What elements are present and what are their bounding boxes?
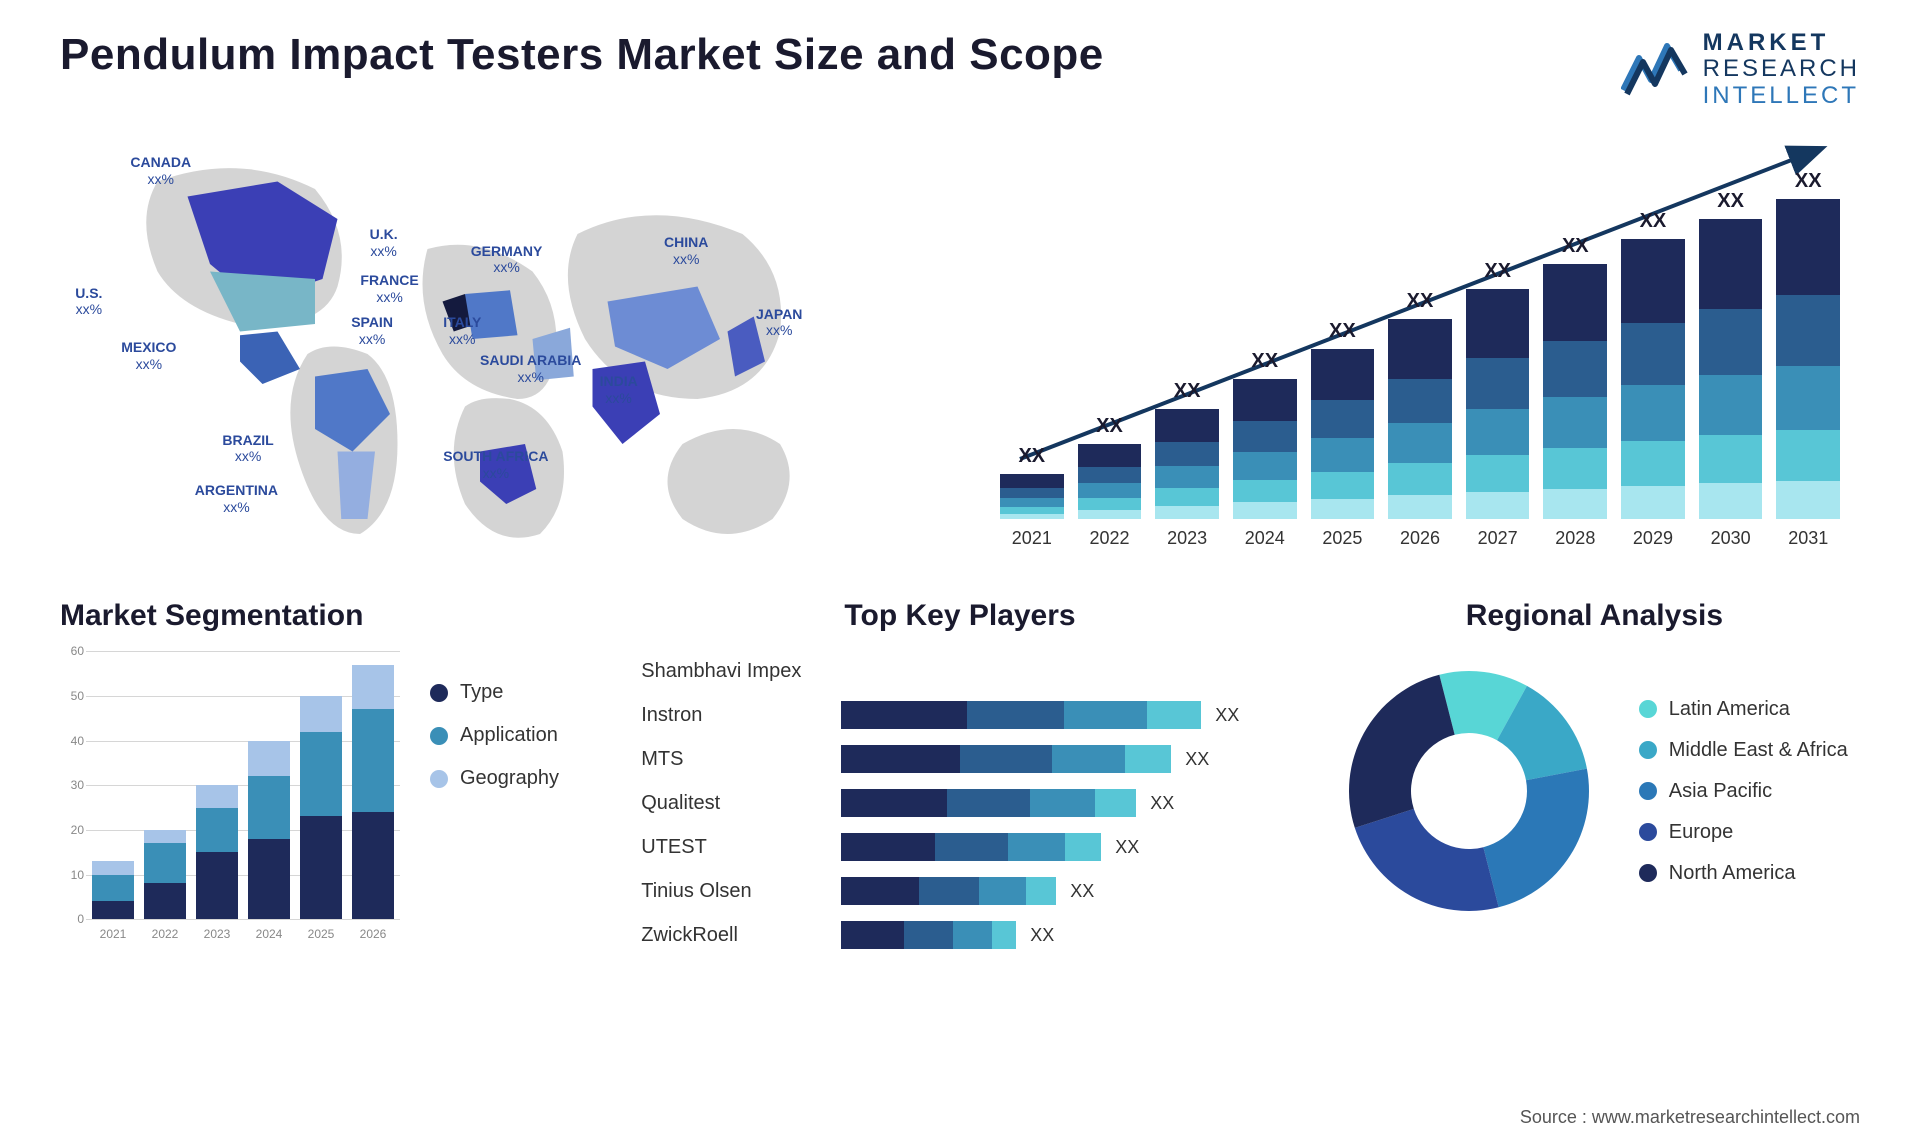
seg-x-2023: 2023 — [196, 927, 238, 941]
growth-bar-2024: XX — [1233, 350, 1297, 519]
logo-text-2: RESEARCH — [1703, 56, 1860, 82]
growth-x-2024: 2024 — [1233, 528, 1297, 549]
growth-bar-2021: XX — [1000, 445, 1064, 519]
source-attribution: Source : www.marketresearchintellect.com — [1520, 1107, 1860, 1128]
world-map-svg — [20, 129, 940, 549]
growth-x-2029: 2029 — [1621, 528, 1685, 549]
logo-icon — [1621, 40, 1691, 100]
seg-bar-2024 — [248, 741, 290, 920]
seg-x-2022: 2022 — [144, 927, 186, 941]
reg-legend-latinamerica: Latin America — [1639, 698, 1848, 721]
seg-bar-2021 — [92, 861, 134, 919]
seg-bar-2025 — [300, 696, 342, 919]
segmentation-panel: Market Segmentation 0102030405060 202120… — [60, 599, 591, 959]
seg-x-2024: 2024 — [248, 927, 290, 941]
growth-bar-2030: XX — [1699, 190, 1763, 519]
regional-donut — [1329, 651, 1609, 931]
reg-legend-europe: Europe — [1639, 821, 1848, 844]
growth-bar-2027: XX — [1466, 260, 1530, 519]
logo-text-1: MARKET — [1703, 30, 1860, 56]
reg-legend-asiapacific: Asia Pacific — [1639, 780, 1848, 803]
seg-bar-2022 — [144, 830, 186, 919]
growth-bar-2029: XX — [1621, 210, 1685, 519]
growth-bar-2031: XX — [1776, 170, 1840, 519]
key-players-title: Top Key Players — [641, 599, 1279, 633]
kp-row-tiniusolsen: Tinius OlsenXX — [641, 871, 1279, 911]
growth-x-2027: 2027 — [1466, 528, 1530, 549]
seg-legend-geography: Geography — [430, 767, 559, 790]
growth-x-2021: 2021 — [1000, 528, 1064, 549]
kp-row-utest: UTESTXX — [641, 827, 1279, 867]
key-players-panel: Top Key Players Shambhavi ImpexInstronXX… — [641, 599, 1279, 959]
regional-legend: Latin America Middle East & Africa Asia Pa… — [1639, 698, 1848, 885]
reg-legend-middleeastafrica: Middle East & Africa — [1639, 739, 1848, 762]
seg-legend-type: Type — [430, 681, 559, 704]
kp-row-qualitest: QualitestXX — [641, 783, 1279, 823]
seg-x-2025: 2025 — [300, 927, 342, 941]
segmentation-title: Market Segmentation — [60, 599, 591, 633]
growth-x-2022: 2022 — [1078, 528, 1142, 549]
seg-bar-2023 — [196, 785, 238, 919]
growth-x-2030: 2030 — [1699, 528, 1763, 549]
growth-bar-2026: XX — [1388, 290, 1452, 519]
donut-slice-europe — [1355, 809, 1499, 911]
seg-bar-2026 — [352, 665, 394, 920]
growth-x-2023: 2023 — [1155, 528, 1219, 549]
regional-title: Regional Analysis — [1329, 599, 1860, 633]
brand-logo: MARKET RESEARCH INTELLECT — [1621, 30, 1860, 109]
growth-x-2031: 2031 — [1776, 528, 1840, 549]
donut-slice-northamerica — [1349, 675, 1455, 828]
kp-row-shambhaviimpex: Shambhavi Impex — [641, 651, 1279, 691]
seg-legend-application: Application — [430, 724, 559, 747]
reg-legend-northamerica: North America — [1639, 862, 1848, 885]
donut-slice-asiapacific — [1483, 769, 1589, 908]
seg-x-2021: 2021 — [92, 927, 134, 941]
growth-x-2025: 2025 — [1311, 528, 1375, 549]
page-title: Pendulum Impact Testers Market Size and … — [60, 30, 1104, 80]
kp-row-instron: InstronXX — [641, 695, 1279, 735]
segmentation-legend: Type Application Geography — [430, 651, 559, 941]
growth-x-2026: 2026 — [1388, 528, 1452, 549]
kp-row-mts: MTSXX — [641, 739, 1279, 779]
growth-bar-2028: XX — [1543, 235, 1607, 519]
seg-x-2026: 2026 — [352, 927, 394, 941]
regional-panel: Regional Analysis Latin America Middle Ea… — [1329, 599, 1860, 959]
growth-x-2028: 2028 — [1543, 528, 1607, 549]
logo-text-3: INTELLECT — [1703, 83, 1860, 109]
segmentation-chart: 0102030405060 202120222023202420252026 — [60, 651, 400, 941]
growth-bar-2023: XX — [1155, 380, 1219, 519]
growth-bar-2025: XX — [1311, 320, 1375, 519]
growth-bar-chart: XXXXXXXXXXXXXXXXXXXXXX 20212022202320242… — [980, 129, 1860, 549]
kp-row-zwickroell: ZwickRoellXX — [641, 915, 1279, 955]
world-map-panel: CANADAxx%U.S.xx%MEXICOxx%BRAZILxx%ARGENT… — [20, 129, 940, 549]
growth-bar-2022: XX — [1078, 415, 1142, 519]
